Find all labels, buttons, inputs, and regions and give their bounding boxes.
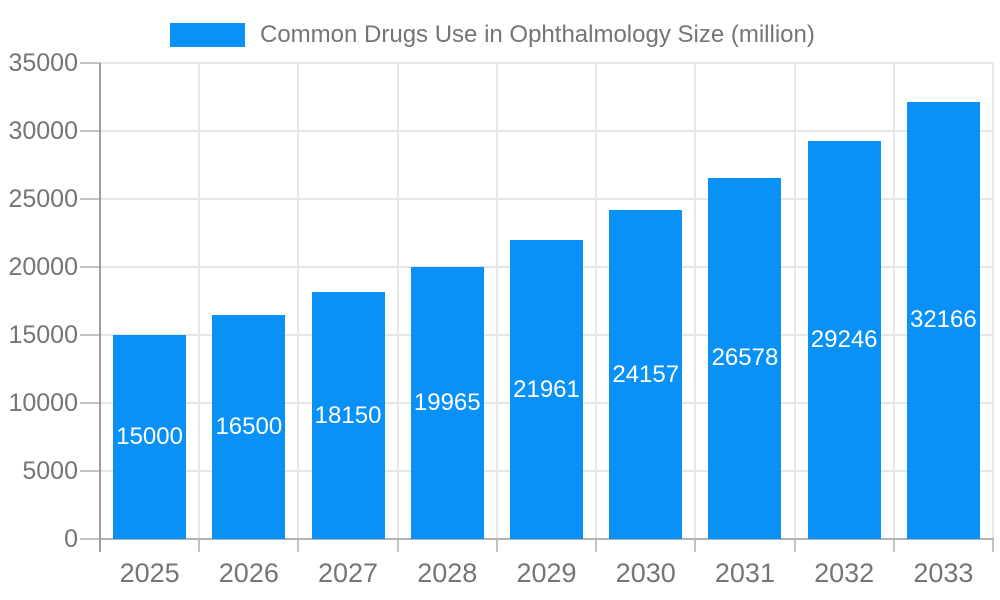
legend-swatch[interactable] [170,23,245,47]
x-axis-tick [793,539,796,552]
y-axis-line [99,63,101,552]
y-axis-tick [80,470,100,472]
legend-label: Common Drugs Use in Ophthalmology Size (… [260,21,815,48]
bar-value-label: 18150 [314,401,382,429]
y-axis-tick [80,266,100,268]
x-axis-tick [992,539,994,552]
gridline-vertical [694,63,697,539]
y-axis-tick [80,130,100,132]
x-tick-label: 2031 [714,558,775,588]
bar-value-label: 21961 [513,375,580,403]
y-tick-label: 0 [64,525,78,553]
y-axis-tick [80,538,100,540]
y-tick-label: 5000 [22,457,78,485]
x-tick-label: 2030 [615,558,676,588]
y-tick-label: 20000 [8,253,78,281]
bar-2025[interactable] [113,335,187,539]
x-axis-tick [396,539,399,552]
bar-2031[interactable] [708,177,782,539]
chart-legend[interactable]: Common Drugs Use in Ophthalmology Size (… [170,21,815,49]
bar-value-label: 26578 [711,344,779,372]
gridline-horizontal [100,130,993,132]
x-axis-line [99,538,994,540]
x-tick-label: 2033 [913,558,974,588]
bar-value-label: 19965 [413,389,481,417]
y-tick-label: 10000 [8,389,78,417]
x-axis-tick [892,539,895,552]
x-axis-tick [297,539,300,552]
gridline-vertical [198,63,201,539]
y-axis-tick [80,62,100,64]
bar-2027[interactable] [311,292,385,539]
gridline-horizontal [100,62,993,64]
gridline-vertical [495,63,498,539]
plot-area: 0 5000 10000 15000 20000 25000 30000 35000 15000… [8,49,994,588]
x-tick-label: 2025 [119,558,180,588]
gridline-vertical [992,63,994,539]
y-tick-label: 30000 [8,117,78,145]
gridline-horizontal [100,198,993,200]
x-tick-label: 2027 [318,558,379,588]
x-axis-tick [495,539,498,552]
x-axis-tick [694,539,697,552]
y-tick-label: 35000 [8,49,78,77]
x-tick-label: 2026 [218,558,279,588]
y-tick-label: 15000 [8,321,78,349]
y-axis-tick [80,402,100,404]
y-tick-label: 25000 [8,185,78,213]
gridline-vertical [793,63,796,539]
bar-value-label: 15000 [116,423,183,450]
gridline-vertical [595,63,598,539]
x-axis-tick [595,539,598,552]
bar-value-label: 24157 [612,360,680,388]
bar-2028[interactable] [410,267,484,539]
x-tick-label: 2029 [516,558,577,588]
y-axis-tick [80,198,100,200]
bar-2029[interactable] [510,240,583,539]
bar-2026[interactable] [212,314,286,539]
bar-2030[interactable] [609,210,683,539]
y-axis-tick [80,334,100,336]
bar-value-label: 16500 [215,412,283,440]
gridline-vertical [396,63,399,539]
gridline-vertical [892,63,895,539]
bar-2033[interactable] [906,101,980,539]
gridline-vertical [297,63,300,539]
bar-2032[interactable] [807,141,881,539]
x-tick-label: 2032 [814,558,875,588]
x-axis-tick [198,539,201,552]
x-tick-label: 2028 [417,558,478,588]
bar-value-label: 29246 [810,326,878,354]
bar-value-label: 32166 [910,306,977,334]
